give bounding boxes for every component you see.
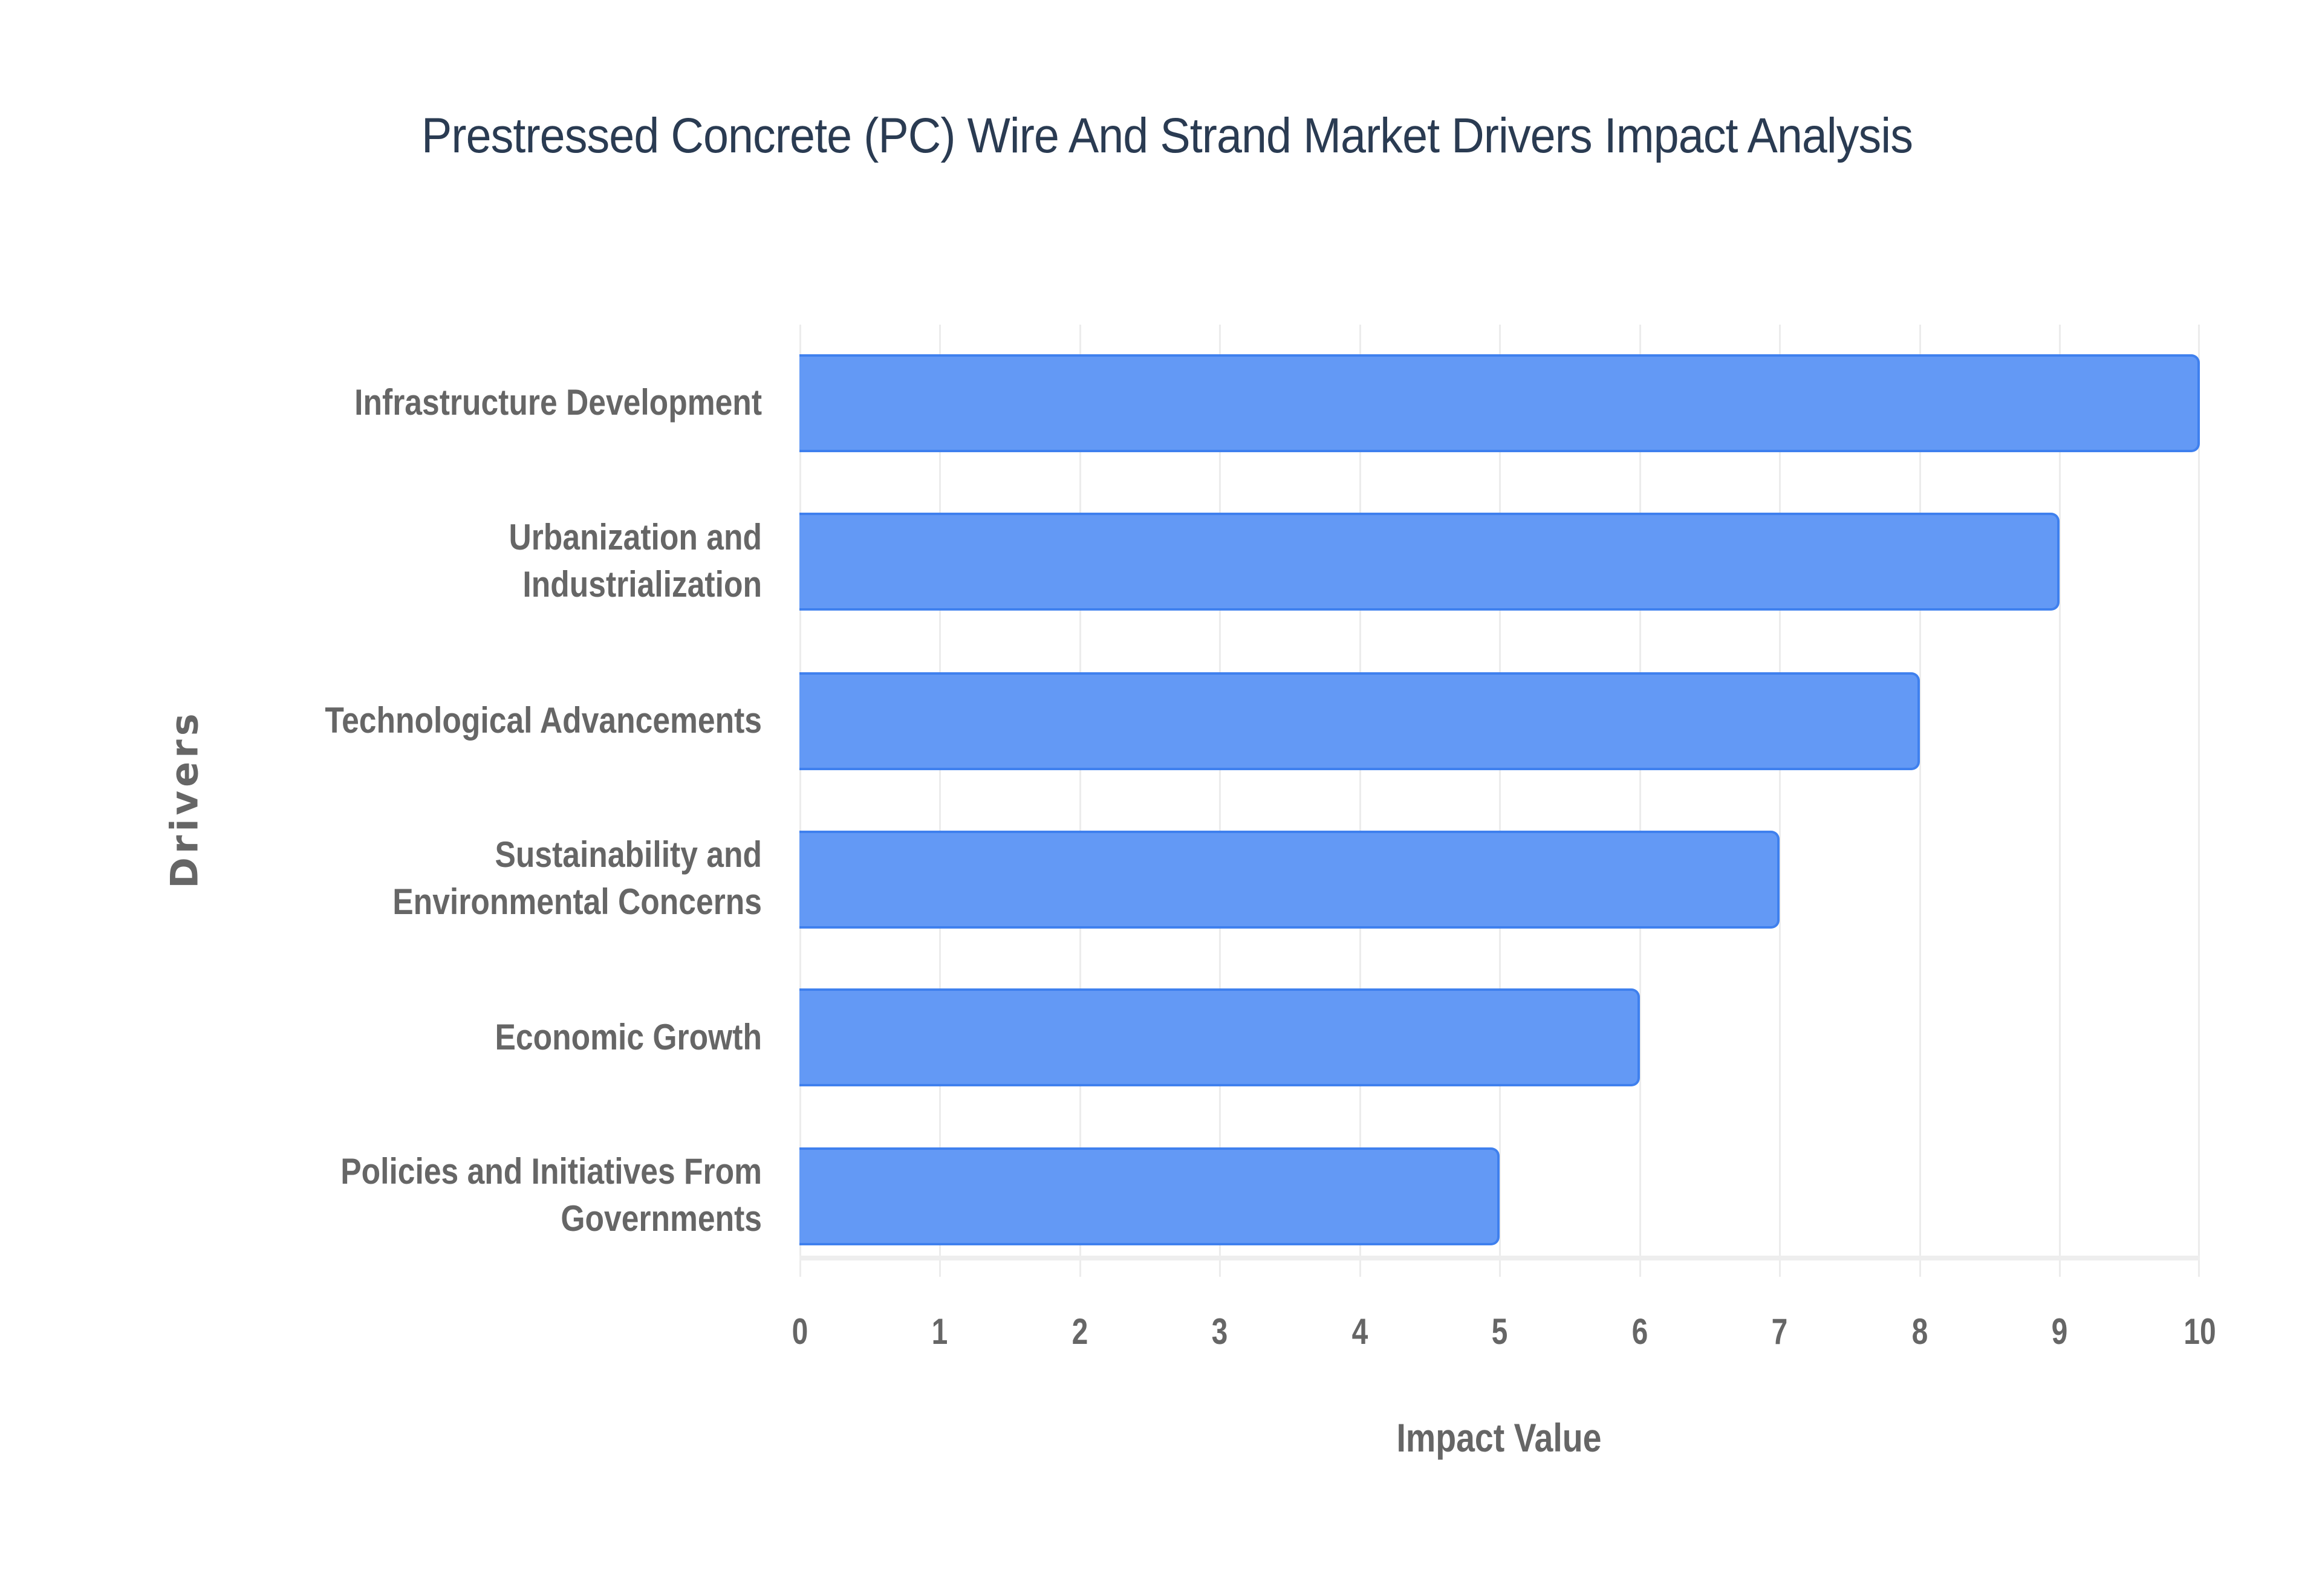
- plot-area: [799, 325, 2200, 1277]
- gridline: [799, 325, 801, 1277]
- x-axis-title: Impact Value: [1396, 1415, 1602, 1460]
- gridline: [1219, 325, 1221, 1277]
- x-tick-label: 1: [931, 1311, 948, 1352]
- bar[interactable]: [799, 1147, 1500, 1245]
- y-tick-label: Economic Growth: [495, 1017, 762, 1057]
- gridline: [1499, 325, 1501, 1277]
- x-tick-label: 6: [1631, 1311, 1648, 1352]
- y-tick-label: Technological Advancements: [325, 700, 762, 741]
- gridline: [1919, 325, 1921, 1277]
- x-tick-label: 10: [2184, 1311, 2216, 1352]
- x-tick-label: 8: [1911, 1311, 1928, 1352]
- x-tick-label: 2: [1072, 1311, 1088, 1352]
- gridline: [2198, 325, 2200, 1277]
- bar[interactable]: [799, 354, 2200, 452]
- chart-title: Prestressed Concrete (PC) Wire And Stran…: [421, 108, 1913, 163]
- x-tick-label: 5: [1491, 1311, 1508, 1352]
- x-tick-label: 9: [2051, 1311, 2068, 1352]
- gridline: [1779, 325, 1781, 1277]
- gridline: [1359, 325, 1361, 1277]
- bar[interactable]: [799, 513, 2060, 611]
- y-tick-label: Policies and Initiatives From Government…: [340, 1151, 762, 1239]
- y-tick-label: Infrastructure Development: [354, 382, 762, 423]
- y-tick-label: Sustainability and Environmental Concern…: [392, 834, 762, 922]
- y-tick-label: Urbanization and Industrialization: [509, 517, 762, 605]
- x-axis-line: [799, 1256, 2200, 1260]
- gridline: [2059, 325, 2061, 1277]
- bar[interactable]: [799, 988, 1640, 1086]
- x-tick-label: 3: [1211, 1311, 1228, 1352]
- gridline: [1639, 325, 1641, 1277]
- bar[interactable]: [799, 831, 1780, 929]
- x-tick-label: 0: [792, 1311, 808, 1352]
- x-tick-label: 4: [1351, 1311, 1368, 1352]
- gridline: [939, 325, 941, 1277]
- x-tick-label: 7: [1771, 1311, 1788, 1352]
- bar[interactable]: [799, 672, 1920, 770]
- gridline: [1079, 325, 1081, 1277]
